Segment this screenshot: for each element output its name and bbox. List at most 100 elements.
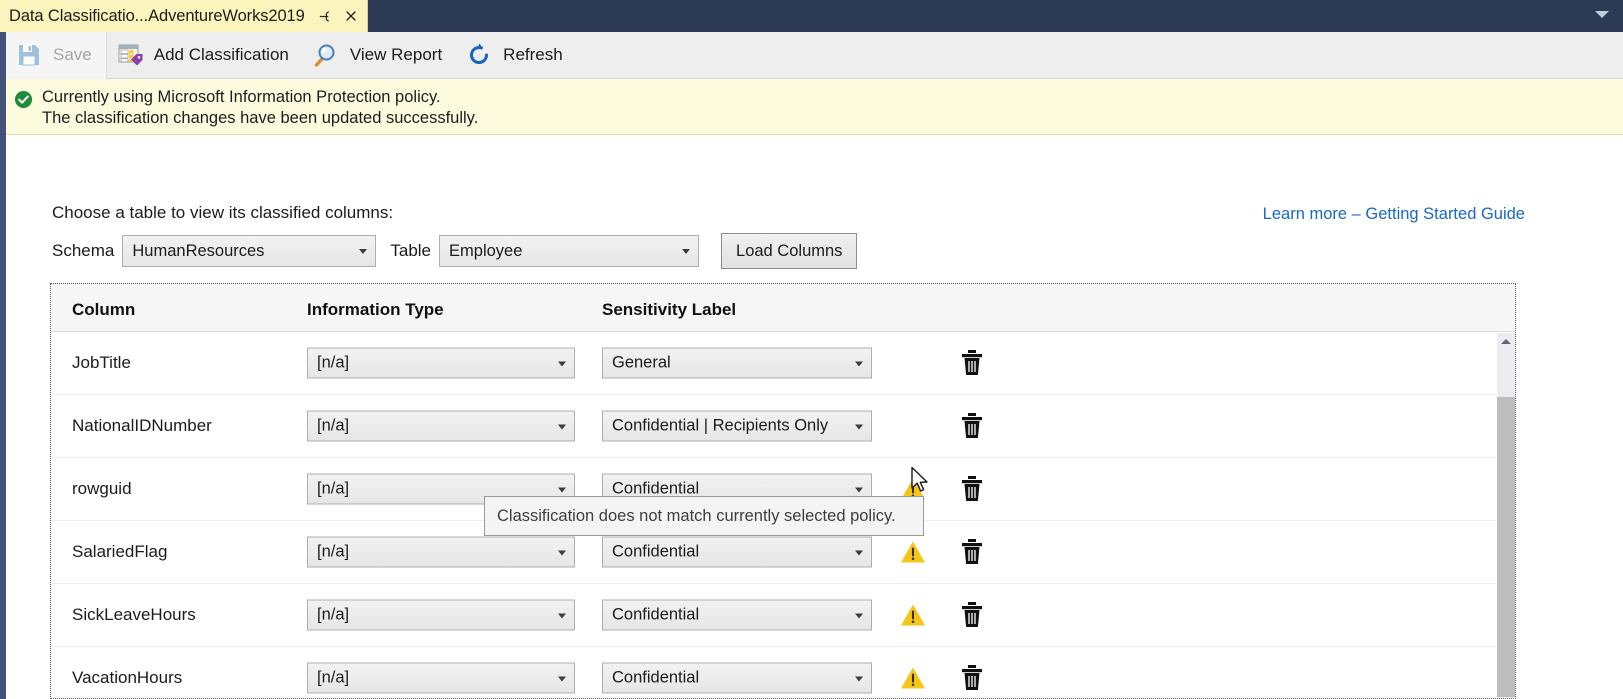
document-tab[interactable]: Data Classificatio...AdventureWorks2019 — [0, 0, 368, 32]
close-icon[interactable] — [343, 8, 359, 24]
information-type-select[interactable]: [n/a] — [307, 347, 575, 379]
row-column-name: NationalIDNumber — [72, 416, 212, 435]
sensitivity-label-select[interactable]: General — [602, 347, 872, 379]
sensitivity-label-select[interactable]: Confidential — [602, 662, 872, 694]
trash-icon — [962, 539, 982, 564]
sensitivity-label-select[interactable]: Confidential | Recipients Only — [602, 410, 872, 442]
grid-header-sensitivity-label: Sensitivity Label — [602, 300, 737, 319]
table-label: Table — [390, 241, 432, 260]
chevron-down-icon[interactable] — [1595, 11, 1609, 18]
add-classification-label: Add Classification — [153, 45, 289, 64]
information-type-value: [n/a] — [317, 353, 350, 372]
sensitivity-label-cell: Confidential — [602, 599, 872, 631]
window-title-bar: Data Classificatio...AdventureWorks2019 — [0, 0, 1623, 32]
refresh-button[interactable]: Refresh — [456, 32, 577, 79]
row-column-name: SickLeaveHours — [72, 605, 196, 624]
sensitivity-label-select[interactable]: Confidential — [602, 536, 872, 568]
sensitivity-label-value: Confidential | Recipients Only — [612, 416, 829, 435]
table-row: SickLeaveHours [n/a] Confidential — [51, 584, 1515, 647]
chevron-down-icon — [558, 613, 566, 618]
save-floppy-icon — [19, 45, 39, 66]
chevron-down-icon — [855, 613, 863, 618]
load-columns-label: Load Columns — [736, 241, 843, 260]
schema-select-value: HumanResources — [132, 241, 265, 260]
chevron-down-icon — [558, 487, 566, 492]
success-check-circle-icon — [14, 90, 33, 109]
chevron-down-icon — [682, 249, 691, 254]
delete-row-button[interactable] — [959, 349, 985, 377]
status-line-update: The classification changes have been upd… — [42, 109, 479, 127]
sensitivity-label-cell: Confidential | Recipients Only — [602, 410, 872, 442]
sensitivity-label-value: General — [612, 353, 671, 372]
sensitivity-label-select[interactable]: Confidential — [602, 599, 872, 631]
refresh-circular-arrow-icon — [470, 43, 489, 64]
information-type-cell: [n/a] — [307, 536, 575, 568]
table-row: SalariedFlag [n/a] Confidential — [51, 521, 1515, 584]
scroll-up-arrow-icon[interactable] — [1497, 333, 1515, 350]
information-type-value: [n/a] — [317, 668, 350, 687]
sensitivity-label-value: Confidential — [612, 542, 700, 561]
sensitivity-label-cell: General — [602, 347, 872, 379]
schema-select[interactable]: HumanResources — [122, 235, 377, 267]
sensitivity-label-value: Confidential — [612, 668, 700, 687]
chevron-down-icon — [558, 424, 566, 429]
chevron-down-icon — [558, 550, 566, 555]
grid-header-information-type: Information Type — [307, 300, 444, 319]
table-select-value: Employee — [449, 241, 523, 260]
sensitivity-label-cell: Confidential — [602, 536, 872, 568]
row-column-name: SalariedFlag — [72, 542, 168, 561]
information-type-select[interactable]: [n/a] — [307, 662, 575, 694]
policy-mismatch-warning-icon[interactable] — [900, 603, 926, 627]
chevron-down-icon — [359, 249, 368, 254]
delete-row-button[interactable] — [959, 412, 985, 440]
policy-mismatch-warning-icon[interactable] — [900, 540, 926, 564]
chevron-down-icon — [855, 550, 863, 555]
chevron-down-icon — [855, 361, 863, 366]
trash-icon — [962, 350, 982, 375]
pin-icon[interactable] — [317, 8, 333, 24]
toolbar-separator — [105, 31, 107, 79]
table-row: JobTitle [n/a] General — [51, 332, 1515, 395]
load-columns-button[interactable]: Load Columns — [721, 233, 858, 269]
content-area: Choose a table to view its classified co… — [6, 135, 1623, 699]
status-line-policy: Currently using Microsoft Information Pr… — [42, 88, 441, 106]
information-type-value: [n/a] — [317, 542, 350, 561]
save-button[interactable]: Save — [6, 31, 106, 79]
status-info-bar: Currently using Microsoft Information Pr… — [6, 79, 1623, 135]
document-tab-title: Data Classificatio...AdventureWorks2019 — [9, 6, 305, 25]
window-body: Save Add Classification — [6, 31, 1623, 699]
information-type-cell: [n/a] — [307, 410, 575, 442]
scrollbar-thumb[interactable] — [1497, 397, 1515, 697]
sensitivity-label-value: Confidential — [612, 605, 700, 624]
delete-row-button[interactable] — [959, 664, 985, 692]
table-select[interactable]: Employee — [439, 235, 700, 267]
grid-vertical-scrollbar[interactable] — [1497, 333, 1515, 698]
chevron-down-icon — [855, 424, 863, 429]
delete-row-button[interactable] — [959, 475, 985, 503]
chevron-down-icon — [558, 676, 566, 681]
save-button-label: Save — [53, 45, 92, 64]
add-classification-tag-icon — [118, 44, 143, 66]
view-report-button[interactable]: View Report — [303, 32, 456, 79]
information-type-select[interactable]: [n/a] — [307, 410, 575, 442]
learn-more-link[interactable]: Learn more – Getting Started Guide — [1262, 205, 1525, 223]
information-type-cell: [n/a] — [307, 662, 575, 694]
status-info-text: Currently using Microsoft Information Pr… — [42, 87, 478, 129]
grid-header-row: Column Information Type Sensitivity Labe… — [51, 284, 1515, 332]
policy-mismatch-warning-icon[interactable] — [900, 666, 926, 690]
information-type-value: [n/a] — [317, 605, 350, 624]
information-type-select[interactable]: [n/a] — [307, 599, 575, 631]
information-type-value: [n/a] — [317, 416, 350, 435]
refresh-label: Refresh — [503, 45, 563, 64]
trash-icon — [962, 476, 982, 501]
add-classification-button[interactable]: Add Classification — [107, 32, 303, 79]
trash-icon — [962, 602, 982, 627]
information-type-select[interactable]: [n/a] — [307, 536, 575, 568]
trash-icon — [962, 413, 982, 438]
row-column-name: VacationHours — [72, 668, 183, 687]
delete-row-button[interactable] — [959, 601, 985, 629]
warning-tooltip-text: Classification does not match currently … — [497, 506, 896, 525]
delete-row-button[interactable] — [959, 538, 985, 566]
grid-header-column: Column — [72, 300, 136, 319]
